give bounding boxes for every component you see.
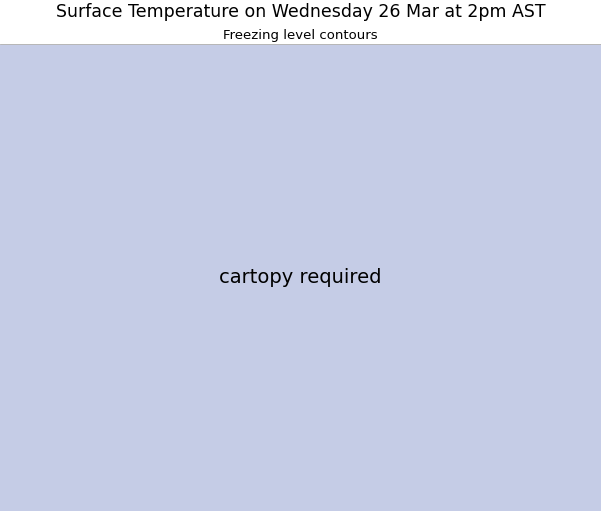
Text: Surface Temperature on Wednesday 26 Mar at 2pm AST: Surface Temperature on Wednesday 26 Mar …	[56, 3, 545, 20]
Text: cartopy required: cartopy required	[219, 268, 382, 288]
Text: Freezing level contours: Freezing level contours	[223, 29, 378, 41]
